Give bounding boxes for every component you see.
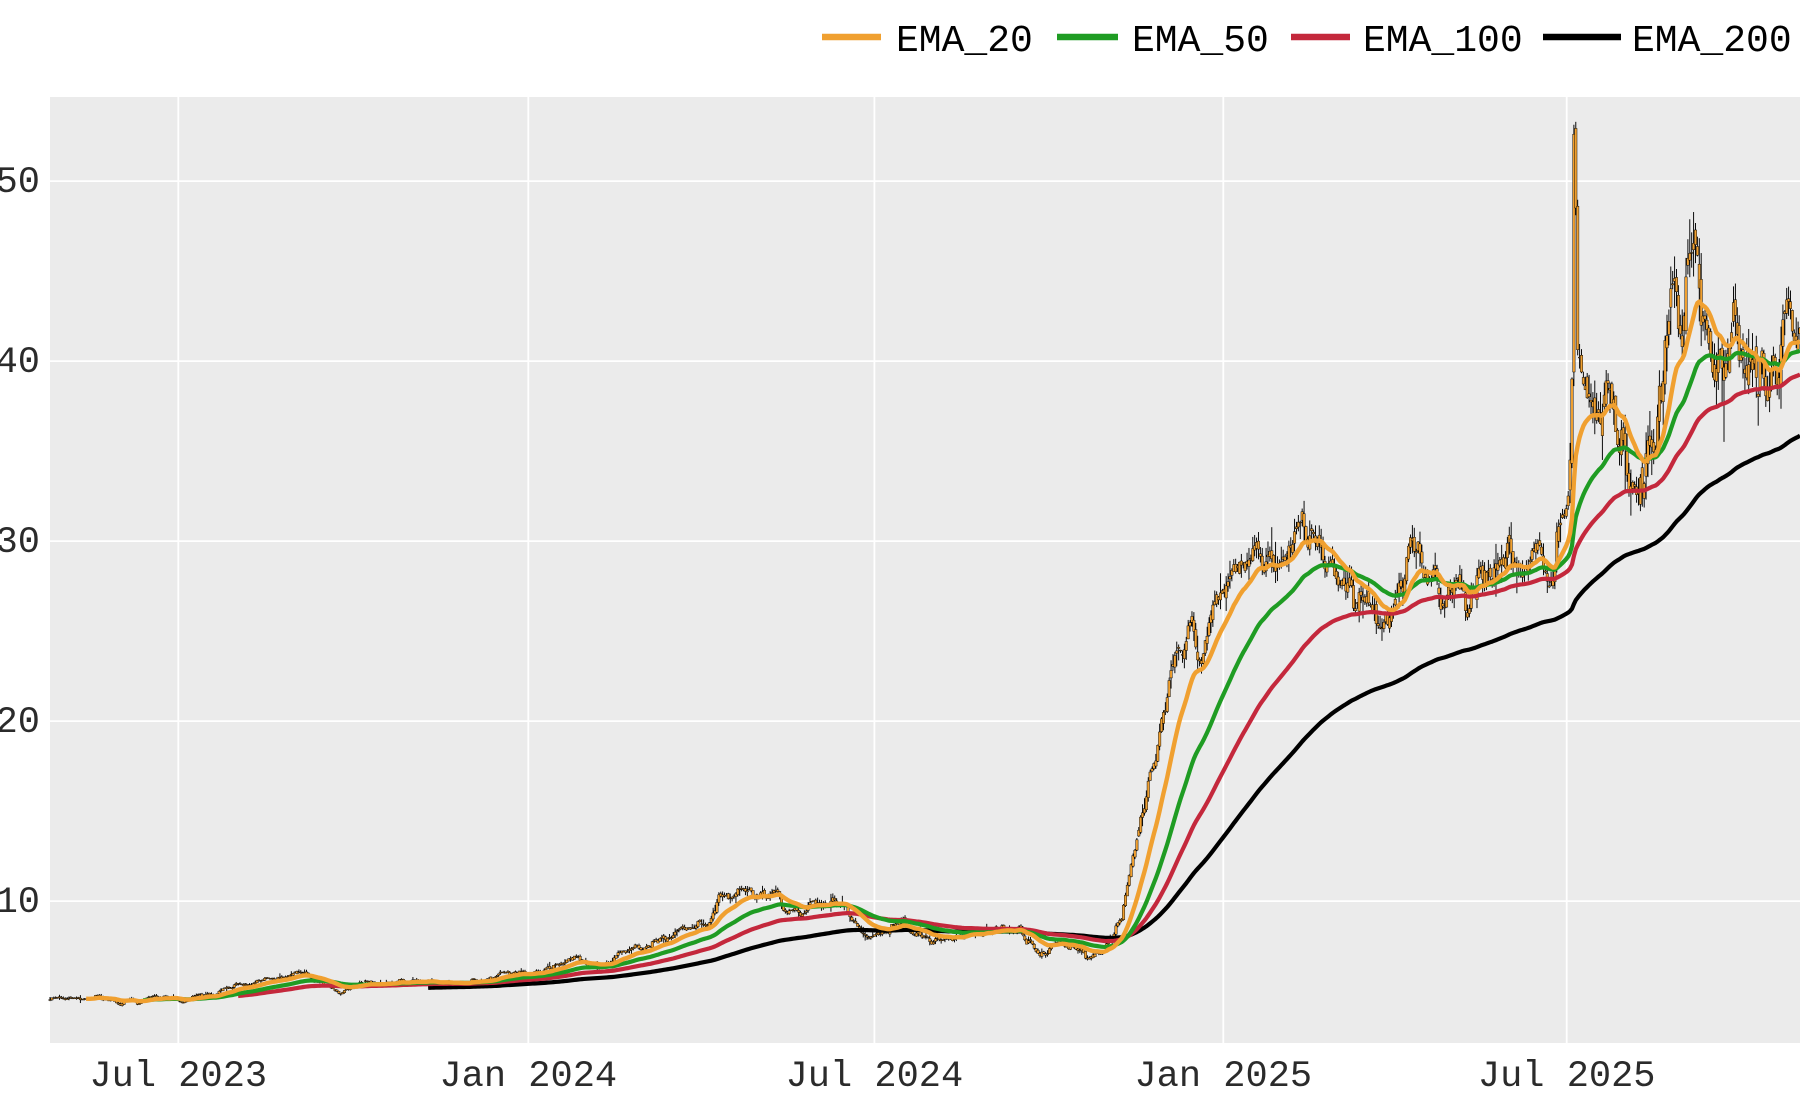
svg-text:Jul 2024: Jul 2024 xyxy=(786,1056,964,1098)
svg-text:10: 10 xyxy=(0,882,40,924)
svg-text:Jul 2025: Jul 2025 xyxy=(1478,1056,1656,1098)
svg-text:EMA_50: EMA_50 xyxy=(1132,20,1269,63)
svg-text:Jan 2025: Jan 2025 xyxy=(1134,1056,1312,1098)
svg-text:Jul 2023: Jul 2023 xyxy=(89,1056,267,1098)
svg-text:20: 20 xyxy=(0,702,40,744)
svg-text:30: 30 xyxy=(0,522,40,564)
svg-text:EMA_20: EMA_20 xyxy=(896,20,1033,63)
svg-text:50: 50 xyxy=(0,162,40,204)
svg-text:EMA_100: EMA_100 xyxy=(1363,20,1523,63)
svg-text:EMA_200: EMA_200 xyxy=(1632,20,1792,63)
svg-text:Jan 2024: Jan 2024 xyxy=(439,1056,617,1098)
svg-text:40: 40 xyxy=(0,342,40,384)
